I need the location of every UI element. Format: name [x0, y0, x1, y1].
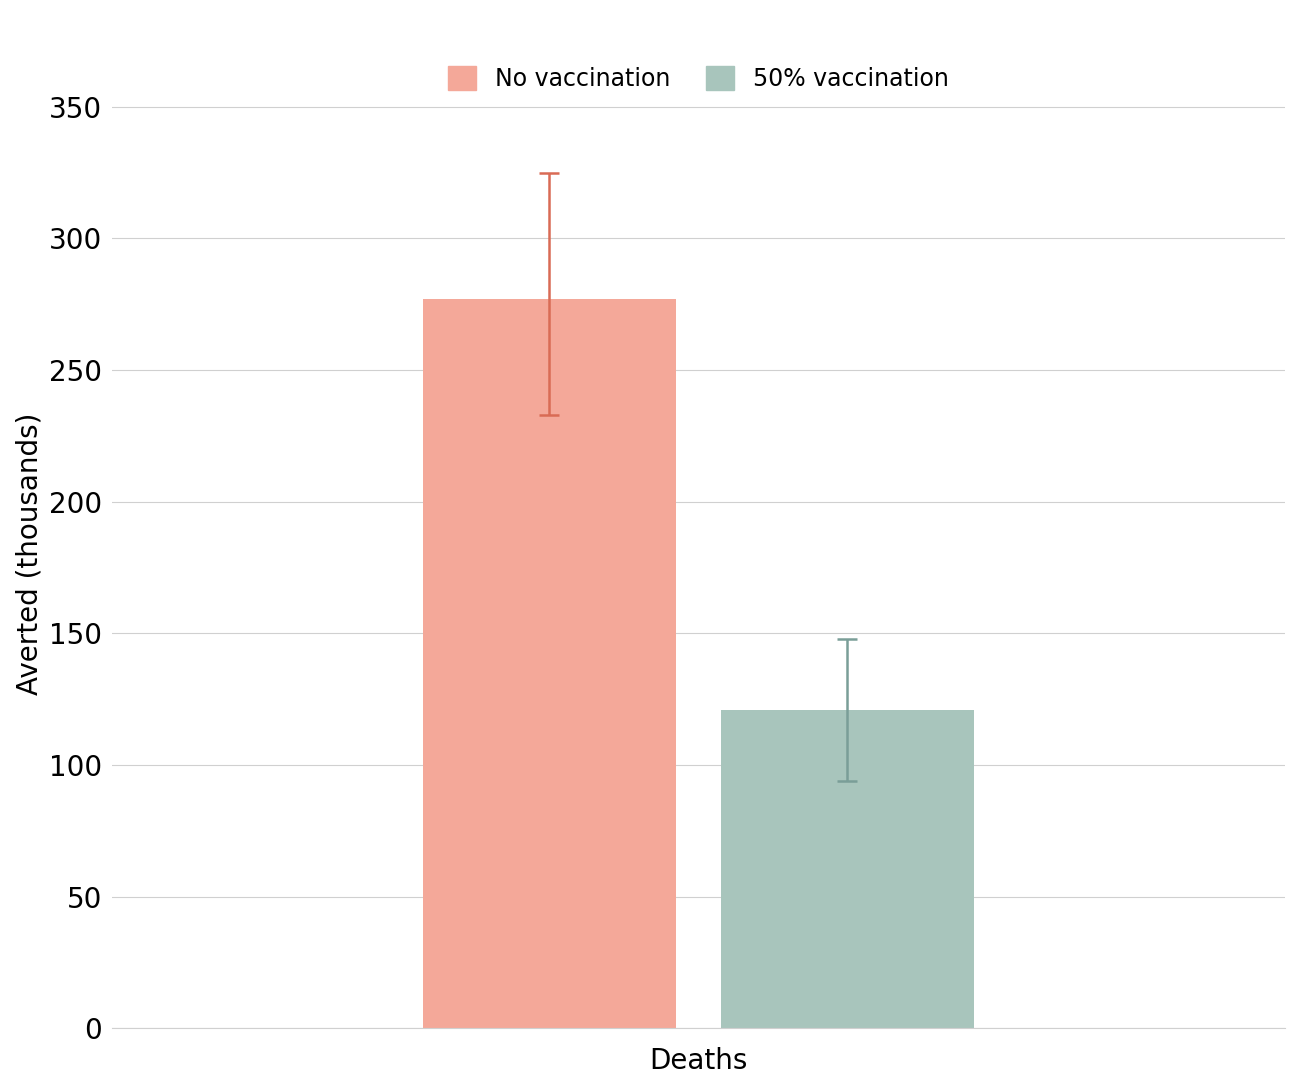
Legend: No vaccination, 50% vaccination: No vaccination, 50% vaccination — [436, 54, 961, 102]
Bar — [720, 710, 974, 1028]
Y-axis label: Averted (thousands): Averted (thousands) — [16, 413, 43, 695]
Bar — [422, 299, 676, 1028]
